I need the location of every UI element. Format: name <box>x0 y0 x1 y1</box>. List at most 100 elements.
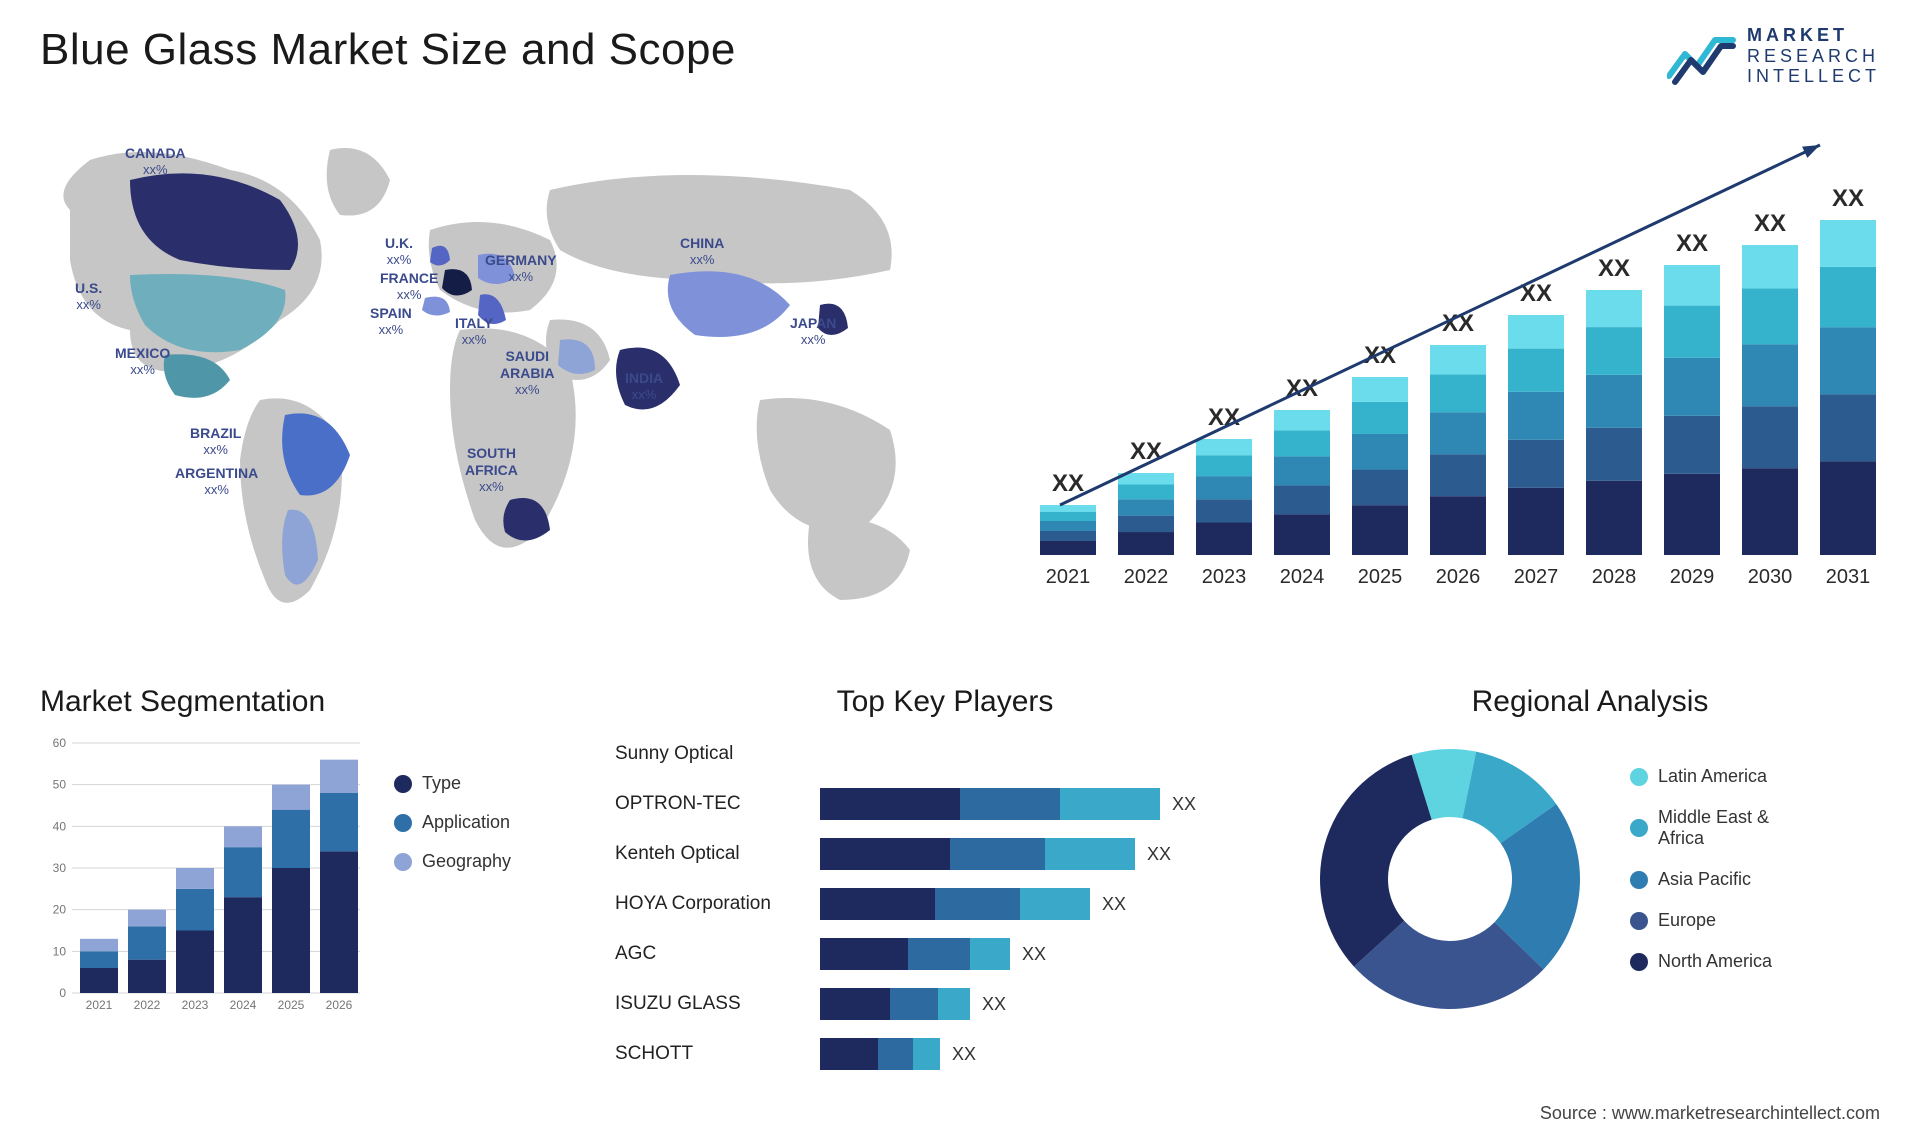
map-label: BRAZILxx% <box>190 425 241 457</box>
brand-logo: MARKET RESEARCH INTELLECT <box>1667 25 1880 87</box>
svg-text:60: 60 <box>53 736 67 750</box>
legend-label: Asia Pacific <box>1658 869 1751 890</box>
svg-text:2025: 2025 <box>1358 566 1403 588</box>
player-row: OPTRON-TECXX <box>615 779 1275 829</box>
map-label: ARGENTINAxx% <box>175 465 258 497</box>
player-bar-segment <box>950 838 1045 870</box>
svg-text:2030: 2030 <box>1748 566 1793 588</box>
player-row: HOYA Corporation XX <box>615 879 1275 929</box>
svg-text:2021: 2021 <box>86 998 113 1012</box>
player-bar-wrap: XX <box>820 838 1275 870</box>
map-label: JAPANxx% <box>790 315 836 347</box>
player-bar <box>820 788 1160 820</box>
logo-icon <box>1667 26 1737 86</box>
player-bar-segment <box>820 988 890 1020</box>
legend-swatch <box>1630 819 1648 837</box>
player-bar <box>820 938 1010 970</box>
legend-item: Geography <box>394 851 511 872</box>
player-name: Kenteh Optical <box>615 843 820 865</box>
legend-item: Latin America <box>1630 766 1772 787</box>
logo-text: MARKET RESEARCH INTELLECT <box>1747 25 1880 87</box>
segmentation-legend: Type Application Geography <box>394 733 511 1023</box>
svg-text:40: 40 <box>53 819 67 833</box>
regional-legend: Latin America Middle East &Africa Asia Pac… <box>1630 766 1772 992</box>
player-name: Sunny Optical <box>615 743 820 765</box>
player-bar <box>820 1038 940 1070</box>
map-label: GERMANYxx% <box>485 252 557 284</box>
legend-label: North America <box>1658 951 1772 972</box>
svg-text:2023: 2023 <box>182 998 209 1012</box>
growth-bar-chart: XX2021XX2022XX2023XX2024XX2025XX2026XX20… <box>1010 125 1880 605</box>
player-value: XX <box>952 1044 976 1065</box>
svg-text:XX: XX <box>1364 342 1396 369</box>
svg-text:2027: 2027 <box>1514 566 1559 588</box>
map-label: CANADAxx% <box>125 145 186 177</box>
legend-item: Type <box>394 773 511 794</box>
legend-item: Europe <box>1630 910 1772 931</box>
player-bar-segment <box>820 888 935 920</box>
svg-text:2021: 2021 <box>1046 566 1091 588</box>
player-bar-segment <box>935 888 1020 920</box>
player-bar-segment <box>820 838 950 870</box>
player-bar-segment <box>960 788 1060 820</box>
player-bar-segment <box>820 1038 878 1070</box>
world-map-panel: CANADAxx%U.S.xx%MEXICOxx%BRAZILxx%ARGENT… <box>30 120 960 640</box>
player-bar-segment <box>1045 838 1135 870</box>
player-bar-wrap: XX <box>820 988 1275 1020</box>
legend-swatch <box>1630 912 1648 930</box>
player-value: XX <box>1022 944 1046 965</box>
legend-swatch <box>1630 768 1648 786</box>
player-bar <box>820 988 970 1020</box>
player-bar-wrap: XX <box>820 788 1275 820</box>
svg-text:2031: 2031 <box>1826 566 1871 588</box>
player-bar-segment <box>1020 888 1090 920</box>
source-attribution: Source : www.marketresearchintellect.com <box>1540 1103 1880 1124</box>
map-label: U.K.xx% <box>385 235 413 267</box>
svg-text:2022: 2022 <box>1124 566 1169 588</box>
legend-label: Middle East &Africa <box>1658 807 1769 849</box>
player-bar-segment <box>913 1038 940 1070</box>
regional-title: Regional Analysis <box>1300 685 1880 719</box>
regional-donut-chart <box>1300 729 1600 1029</box>
svg-text:XX: XX <box>1598 255 1630 282</box>
legend-item: Application <box>394 812 511 833</box>
legend-label: Application <box>422 812 510 833</box>
legend-swatch <box>1630 953 1648 971</box>
map-label: CHINAxx% <box>680 235 724 267</box>
legend-swatch <box>1630 871 1648 889</box>
svg-text:50: 50 <box>53 778 67 792</box>
player-bar-segment <box>908 938 970 970</box>
player-name: HOYA Corporation <box>615 893 820 915</box>
player-name: SCHOTT <box>615 1043 820 1065</box>
map-label: SAUDIARABIAxx% <box>500 348 554 397</box>
svg-text:2023: 2023 <box>1202 566 1247 588</box>
player-bar-segment <box>1060 788 1160 820</box>
player-bar <box>820 838 1135 870</box>
player-bar-segment <box>820 788 960 820</box>
player-bar-segment <box>878 1038 913 1070</box>
player-row: AGC XX <box>615 929 1275 979</box>
svg-text:30: 30 <box>53 861 67 875</box>
svg-text:2029: 2029 <box>1670 566 1715 588</box>
player-name: OPTRON-TEC <box>615 793 820 815</box>
player-bar-segment <box>938 988 970 1020</box>
svg-text:2022: 2022 <box>134 998 161 1012</box>
map-label: MEXICOxx% <box>115 345 170 377</box>
svg-text:XX: XX <box>1130 438 1162 465</box>
legend-swatch <box>394 814 412 832</box>
svg-text:XX: XX <box>1052 470 1084 497</box>
svg-text:2026: 2026 <box>326 998 353 1012</box>
player-bar-wrap: XX <box>820 938 1275 970</box>
player-value: XX <box>1102 894 1126 915</box>
map-label: SPAINxx% <box>370 305 412 337</box>
legend-label: Type <box>422 773 461 794</box>
player-bar-segment <box>820 938 908 970</box>
player-name: AGC <box>615 943 820 965</box>
legend-swatch <box>394 775 412 793</box>
legend-label: Latin America <box>1658 766 1767 787</box>
player-row: Kenteh OpticalXX <box>615 829 1275 879</box>
svg-text:2025: 2025 <box>278 998 305 1012</box>
svg-text:XX: XX <box>1832 185 1864 212</box>
map-label: SOUTHAFRICAxx% <box>465 445 518 494</box>
segmentation-title: Market Segmentation <box>40 685 560 719</box>
